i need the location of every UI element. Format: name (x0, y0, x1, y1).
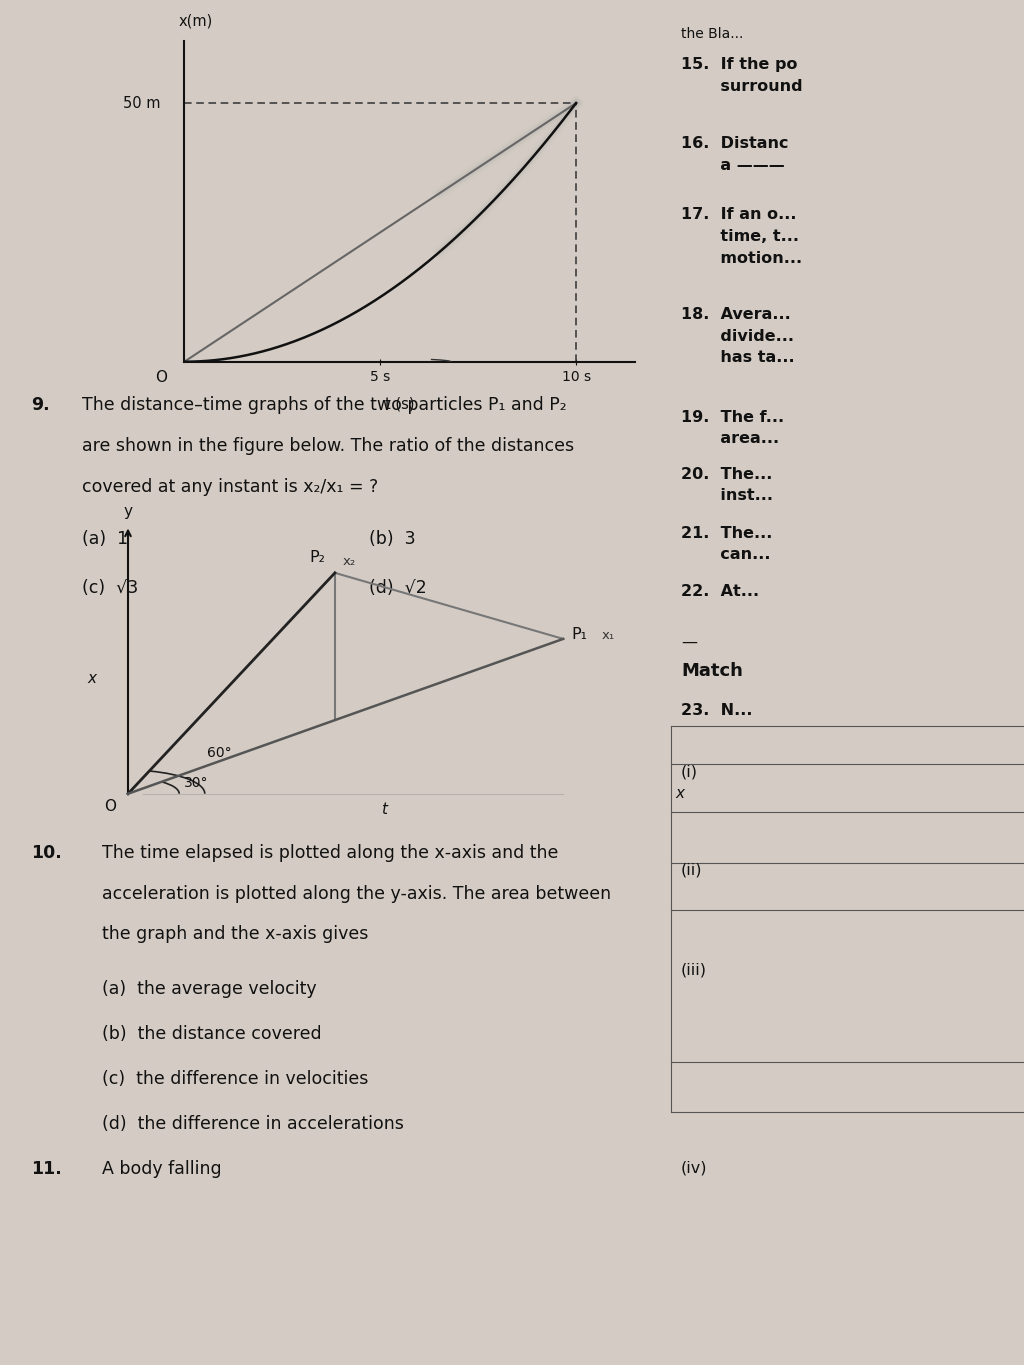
Text: P₁: P₁ (571, 627, 587, 642)
Text: —: — (681, 635, 697, 650)
Text: 20.  The...
       inst...: 20. The... inst... (681, 467, 773, 504)
Text: 15.  If the po
       surround: 15. If the po surround (681, 57, 803, 94)
Text: x: x (88, 672, 96, 687)
Text: t (s): t (s) (385, 396, 415, 411)
Text: (d)  √2: (d) √2 (369, 579, 426, 597)
Text: (iii): (iii) (681, 962, 707, 977)
Text: (i): (i) (681, 764, 698, 779)
Text: x: x (676, 786, 685, 801)
Text: are shown in the figure below. The ratio of the distances: are shown in the figure below. The ratio… (82, 437, 574, 455)
Text: Match: Match (681, 662, 742, 680)
Text: 21.  The...
       can...: 21. The... can... (681, 526, 772, 562)
Text: 18.  Avera...
       divide...
       has ta...: 18. Avera... divide... has ta... (681, 307, 795, 366)
Text: acceleration is plotted along the y-axis. The area between: acceleration is plotted along the y-axis… (102, 885, 611, 902)
Text: t: t (381, 803, 387, 818)
Text: The distance–time graphs of the two particles P₁ and P₂: The distance–time graphs of the two part… (82, 396, 566, 414)
Text: 60°: 60° (207, 747, 232, 760)
Text: 23.  N...: 23. N... (681, 703, 753, 718)
Text: 16.  Distanc
       a ———: 16. Distanc a ——— (681, 136, 788, 173)
Text: x(m): x(m) (179, 14, 213, 29)
Text: (b)  3: (b) 3 (369, 530, 416, 547)
Text: O: O (104, 799, 116, 814)
Text: 50 m: 50 m (123, 96, 161, 111)
Text: The time elapsed is plotted along the x-axis and the: The time elapsed is plotted along the x-… (102, 844, 559, 861)
Text: 30°: 30° (184, 775, 209, 790)
Text: 11.: 11. (31, 1160, 61, 1178)
Text: A body falling: A body falling (102, 1160, 222, 1178)
Text: (d)  the difference in accelerations: (d) the difference in accelerations (102, 1115, 404, 1133)
Text: (ii): (ii) (681, 863, 702, 878)
Text: (iv): (iv) (681, 1160, 708, 1175)
Text: (b)  the distance covered: (b) the distance covered (102, 1025, 322, 1043)
Text: 10.: 10. (31, 844, 61, 861)
Text: 9.: 9. (31, 396, 49, 414)
Text: the Bla...: the Bla... (681, 27, 743, 41)
Text: (a)  1: (a) 1 (82, 530, 128, 547)
Text: 19.  The f...
       area...: 19. The f... area... (681, 410, 784, 446)
Text: P₂: P₂ (309, 550, 326, 565)
Text: covered at any instant is x₂/x₁ = ?: covered at any instant is x₂/x₁ = ? (82, 478, 378, 495)
Text: x₁: x₁ (602, 629, 614, 642)
Text: the graph and the x-axis gives: the graph and the x-axis gives (102, 925, 369, 943)
Text: 22.  At...: 22. At... (681, 584, 759, 599)
Text: (c)  √3: (c) √3 (82, 579, 138, 597)
Text: 17.  If an o...
       time, t...
       motion...: 17. If an o... time, t... motion... (681, 207, 802, 266)
Text: y: y (124, 504, 132, 519)
Text: O: O (155, 370, 167, 385)
Text: x₂: x₂ (343, 556, 356, 568)
Text: (a)  the average velocity: (a) the average velocity (102, 980, 317, 998)
Text: (c)  the difference in velocities: (c) the difference in velocities (102, 1070, 369, 1088)
